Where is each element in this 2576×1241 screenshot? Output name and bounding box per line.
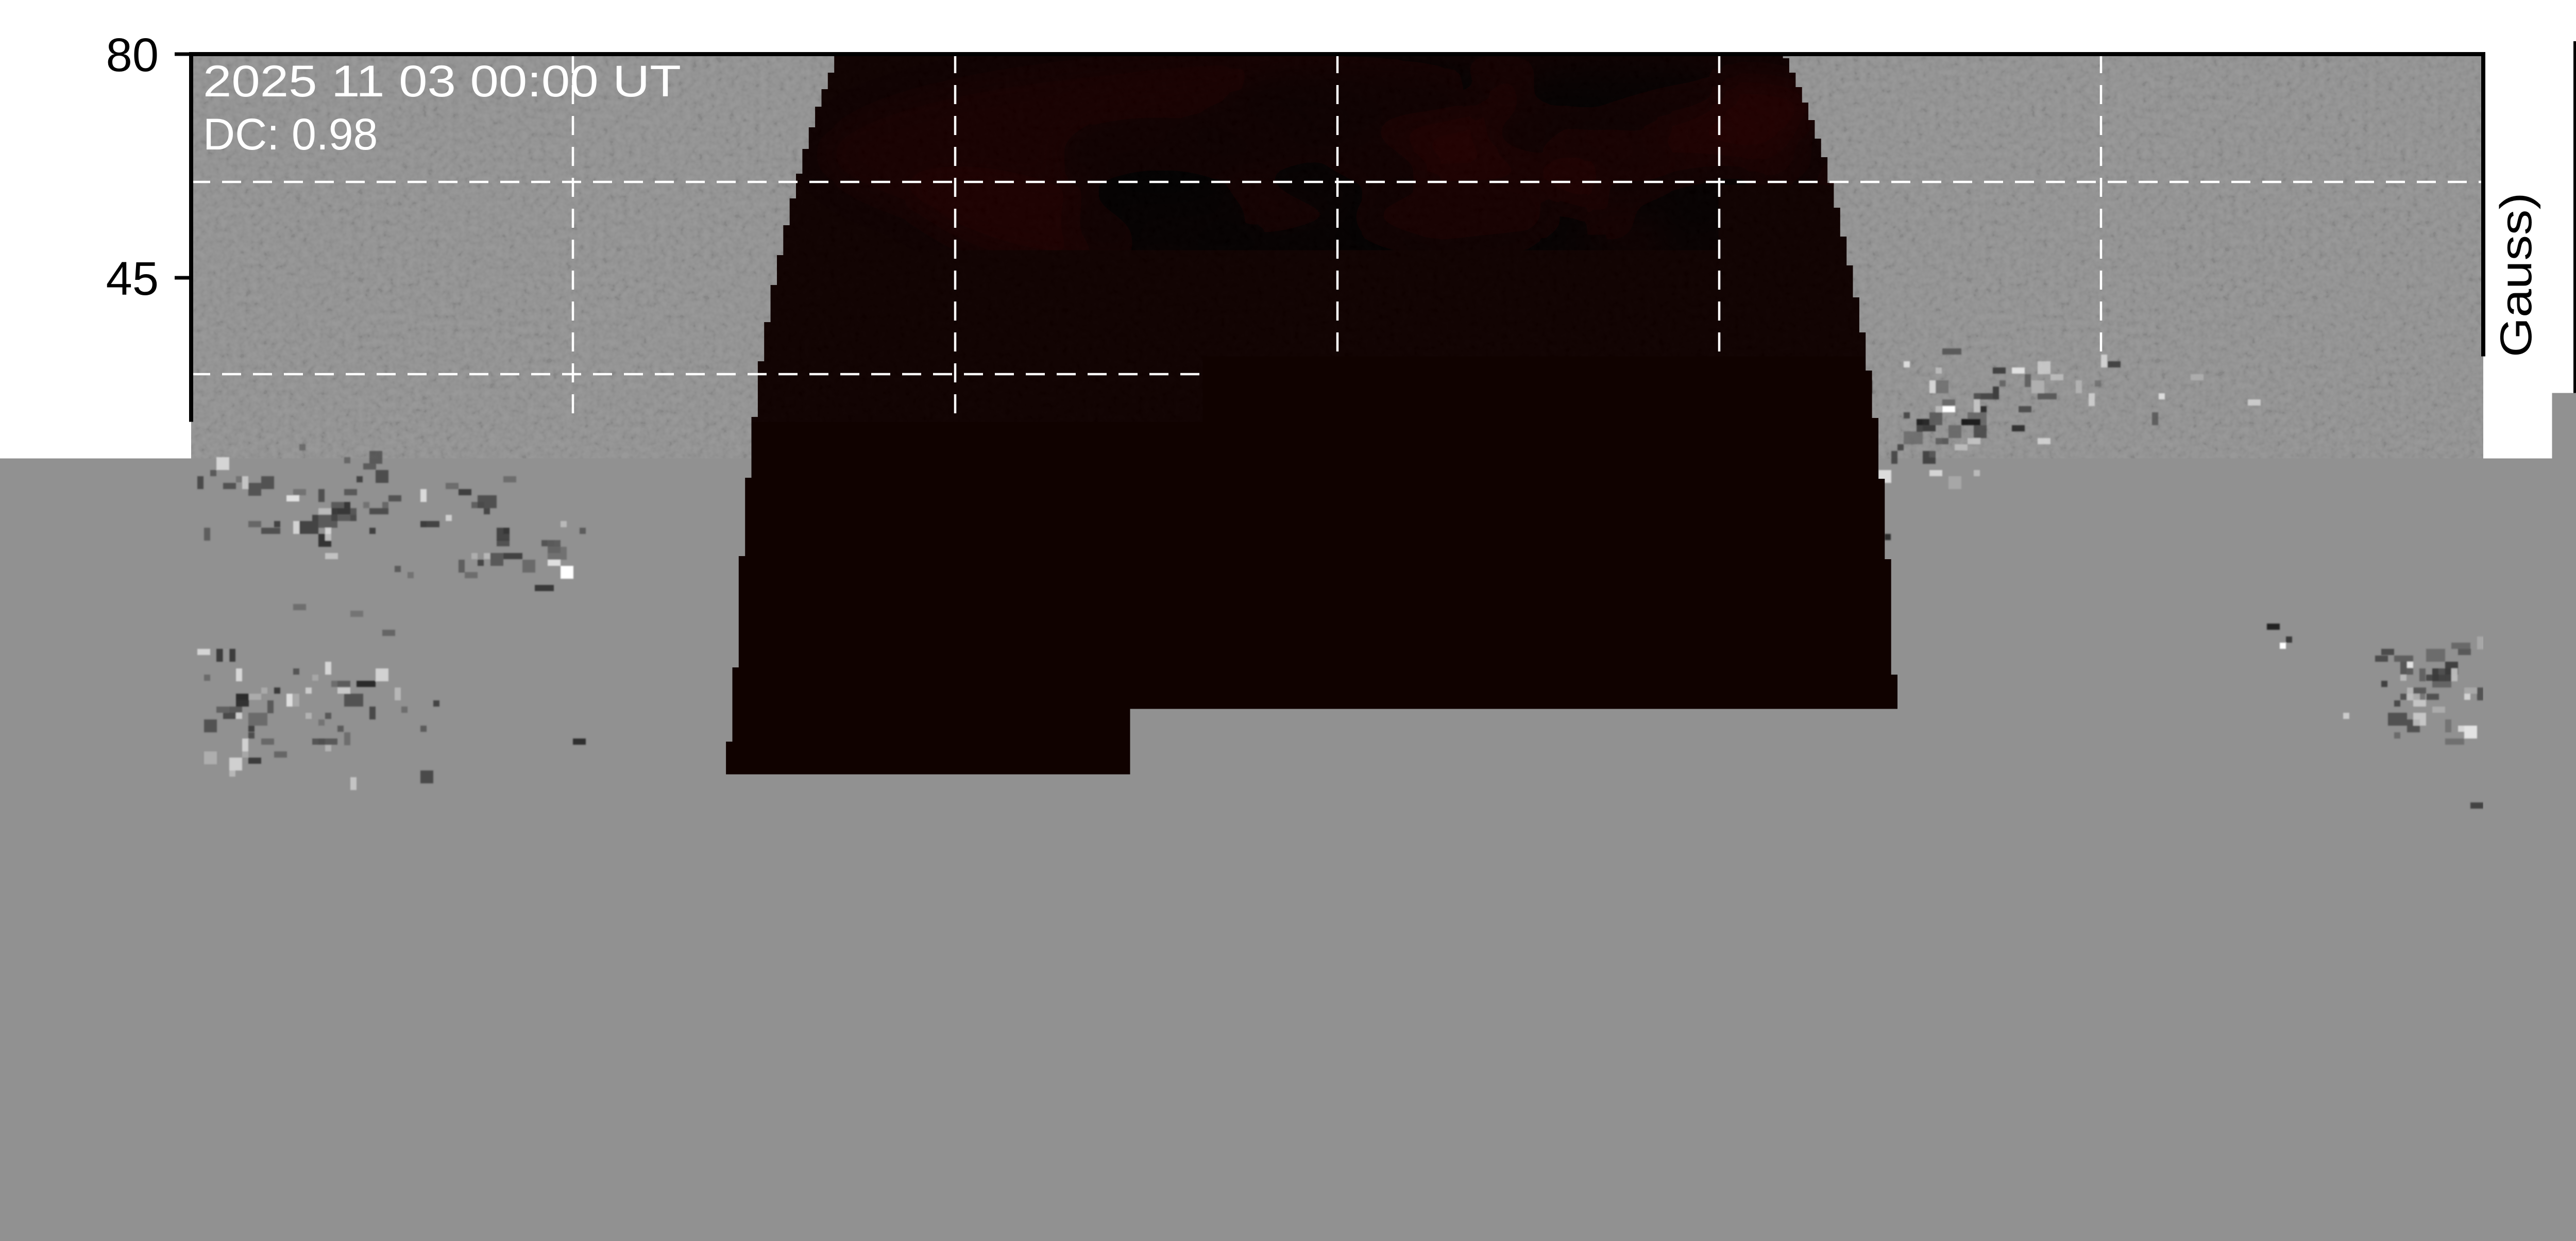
svg-text:60: 60 bbox=[547, 1101, 599, 1153]
svg-text:-45: -45 bbox=[90, 829, 159, 881]
svg-text:-80: -80 bbox=[90, 1052, 159, 1105]
svg-text:Farside Magnetic Strength (Gau: Farside Magnetic Strength (Gauss) bbox=[2492, 193, 2541, 988]
svg-text:2025 11 03 00:00 UT: 2025 11 03 00:00 UT bbox=[203, 57, 681, 106]
svg-text:DC: 0.98: DC: 0.98 bbox=[203, 110, 378, 159]
svg-text:300: 300 bbox=[2061, 1101, 2141, 1153]
svg-text:80: 80 bbox=[106, 29, 159, 81]
svg-text:Latitude: Latitude bbox=[28, 483, 78, 654]
svg-text:0: 0 bbox=[132, 541, 159, 593]
svg-text:120: 120 bbox=[916, 1101, 995, 1153]
svg-text:Carrington Longitude: Carrington Longitude bbox=[1111, 1160, 1564, 1210]
svg-text:180: 180 bbox=[1298, 1101, 1377, 1153]
svg-text:360: 360 bbox=[2444, 1101, 2523, 1153]
svg-text:0: 0 bbox=[178, 1101, 204, 1153]
svg-text:45: 45 bbox=[106, 253, 159, 305]
svg-text:240: 240 bbox=[1680, 1101, 1759, 1153]
svg-text:NISP: NISP bbox=[2349, 983, 2455, 1050]
